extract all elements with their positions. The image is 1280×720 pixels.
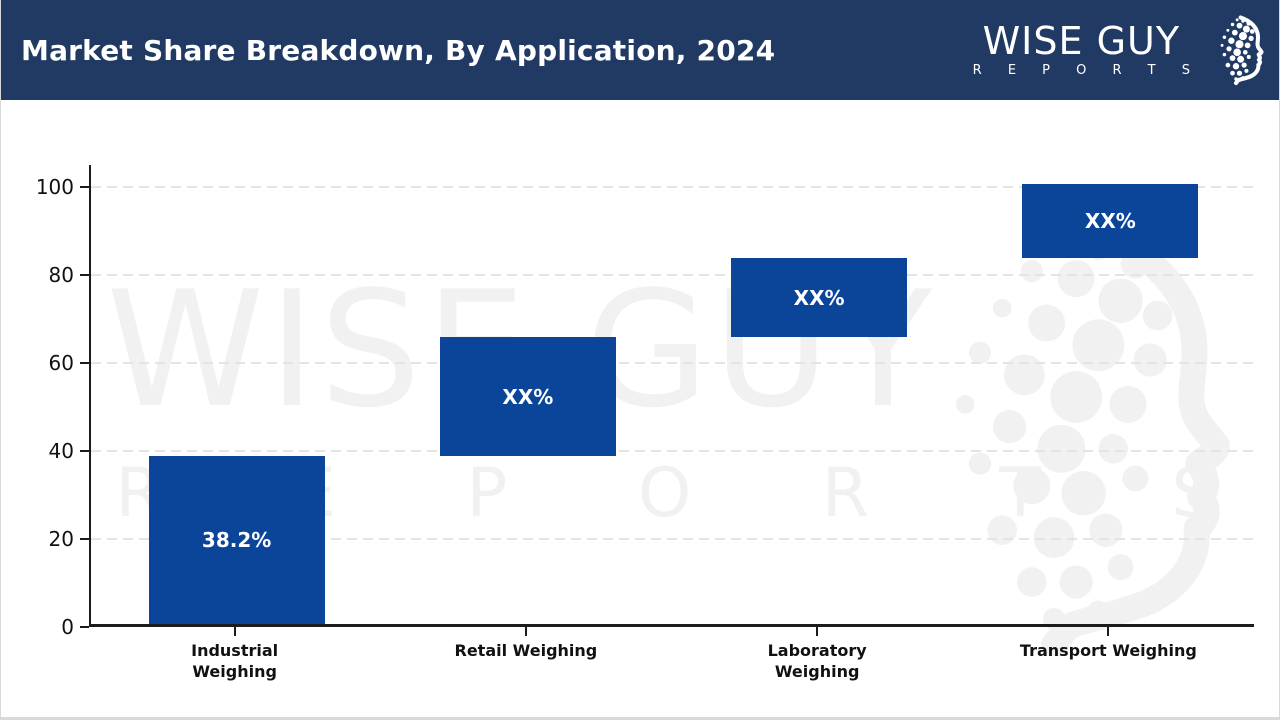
y-tick-label: 0 <box>61 615 74 639</box>
brand-logo-text: WISE GUY R E P O R T S <box>962 22 1201 78</box>
bar-value-label: 38.2% <box>201 527 272 552</box>
bar: XX% <box>439 337 616 456</box>
gridline <box>91 362 1254 364</box>
y-tick <box>80 362 89 364</box>
bar-value-label: XX% <box>1084 208 1136 233</box>
gridline <box>91 538 1254 540</box>
bar-value-label: XX% <box>502 384 554 409</box>
x-tick-label: Laboratory Weighing <box>767 641 867 681</box>
x-tick <box>524 627 527 636</box>
brand-logo: WISE GUY R E P O R T S <box>962 10 1265 90</box>
gridline <box>91 450 1254 452</box>
gridline <box>91 274 1254 276</box>
y-tick-label: 100 <box>35 175 74 199</box>
bar: XX% <box>1022 184 1199 258</box>
bar-value-label: XX% <box>793 285 845 310</box>
x-tick-label: Transport Weighing <box>1019 641 1197 660</box>
y-tick <box>80 450 89 452</box>
brand-name: WISE GUY <box>982 19 1181 63</box>
bar: XX% <box>731 257 908 338</box>
y-tick-label: 40 <box>48 439 74 463</box>
brand-subtitle: R E P O R T S <box>972 63 1201 78</box>
y-tick <box>80 538 89 540</box>
x-tick <box>1107 627 1110 636</box>
x-tick-label: Industrial Weighing <box>191 641 279 681</box>
y-tick-label: 20 <box>48 527 74 551</box>
dotted-head-icon <box>1207 10 1265 90</box>
page-title: Market Share Breakdown, By Application, … <box>21 33 776 67</box>
header: Market Share Breakdown, By Application, … <box>1 0 1279 100</box>
y-tick <box>80 274 89 276</box>
y-tick <box>80 186 89 188</box>
plot-area: 38.2% XX% XX% XX% <box>89 165 1254 627</box>
y-tick-label: 80 <box>48 263 74 287</box>
x-tick <box>233 627 236 636</box>
x-tick-label: Retail Weighing <box>454 641 598 660</box>
y-tick-label: 60 <box>48 351 74 375</box>
y-tick <box>80 626 89 628</box>
x-tick <box>816 627 819 636</box>
bar: 38.2% <box>148 455 325 624</box>
gridline <box>91 186 1254 188</box>
